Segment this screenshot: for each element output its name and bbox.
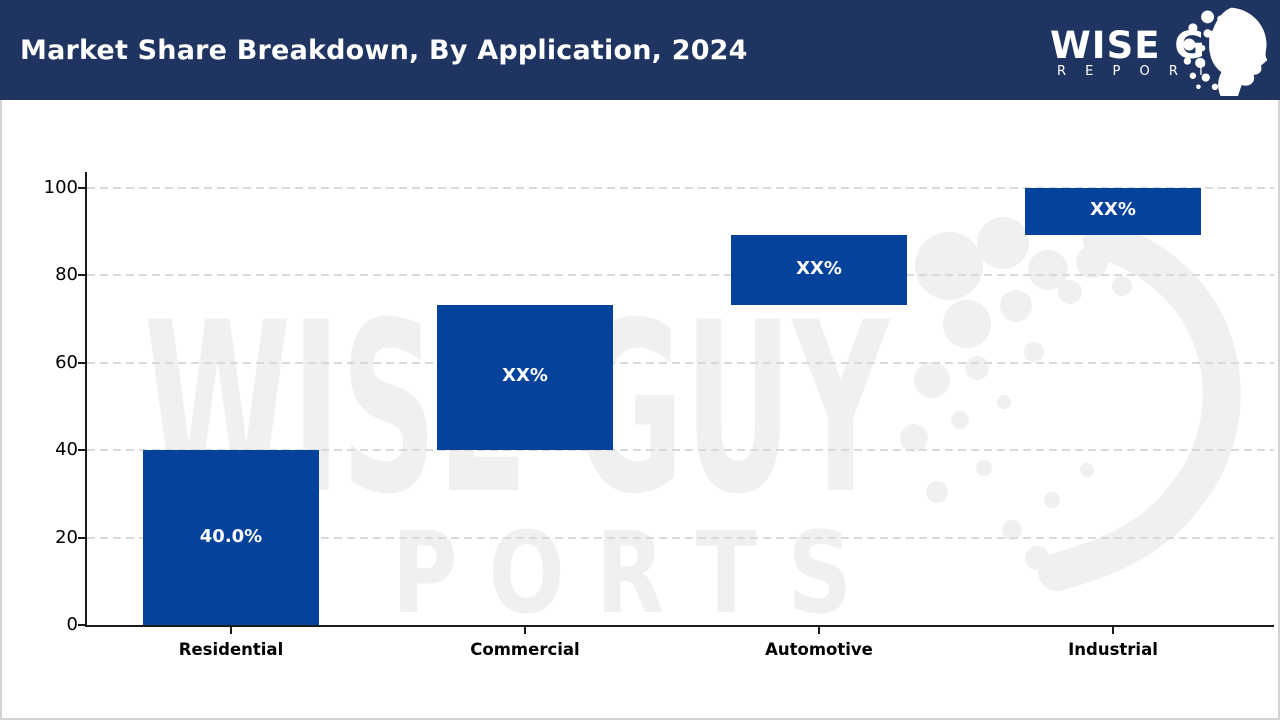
bar-segment-residential [143, 450, 319, 625]
x-tick-mark-commercial [524, 626, 526, 634]
plot-area: 0 20 40 60 80 100 40.0% XX% XX% XX% Residential Com… [2, 100, 1280, 720]
bar-value-label-industrial: XX% [1090, 199, 1136, 221]
header-bar: Market Share Breakdown, By Application, … [0, 0, 1280, 100]
y-tick-mark-20 [78, 536, 87, 539]
y-tick-mark-0 [78, 624, 87, 626]
watermark-face-outline [1038, 221, 1241, 591]
x-axis-line [85, 625, 1274, 627]
x-category-label-commercial: Commercial [470, 640, 580, 659]
x-category-label-residential: Residential [178, 640, 284, 659]
watermark-face-dots [900, 217, 1132, 570]
bar-segment-automotive [731, 234, 907, 305]
y-tick-label-20: 20 [55, 526, 78, 548]
y-tick-label-0: 0 [66, 614, 78, 635]
x-tick-mark-residential [230, 626, 232, 634]
bar-value-label-commercial: XX% [502, 365, 548, 387]
y-tick-mark-80 [78, 274, 87, 277]
x-tick-mark-industrial [1112, 626, 1114, 634]
x-category-label-industrial: Industrial [1068, 640, 1158, 659]
bar-value-label-residential: 40.0% [199, 525, 263, 547]
gridline-100 [87, 187, 1274, 189]
bar-segment-commercial [437, 304, 613, 451]
gridline-80 [87, 274, 1274, 277]
watermark-subtext: P O R T S [392, 509, 852, 639]
x-tick-mark-automotive [818, 626, 820, 634]
brand-logo-subtext: R E P O R T S [1057, 64, 1240, 79]
brand-logo: WISE GUY R E P O R T S [1010, 0, 1272, 100]
x-category-label-automotive: Automotive [765, 640, 873, 659]
chart-canvas: WISE GUY P O R T S 0 20 40 60 80 100 40.0% XX% X… [0, 100, 1280, 720]
gridline-40 [87, 449, 1274, 452]
y-tick-label-40: 40 [55, 439, 78, 461]
gridline-20 [87, 536, 1274, 539]
y-tick-mark-100 [78, 187, 87, 189]
y-tick-mark-40 [78, 449, 87, 452]
y-tick-label-100: 100 [43, 177, 78, 198]
bar-segment-industrial [1025, 188, 1201, 235]
y-axis-line [85, 172, 87, 627]
logo-face-icon [1183, 7, 1268, 96]
gridline-60 [87, 361, 1274, 364]
y-tick-mark-60 [78, 361, 87, 364]
y-tick-label-60: 60 [55, 351, 78, 373]
y-tick-label-80: 80 [55, 264, 78, 286]
bar-value-label-automotive: XX% [796, 257, 842, 279]
page-title: Market Share Breakdown, By Application, … [20, 34, 748, 66]
